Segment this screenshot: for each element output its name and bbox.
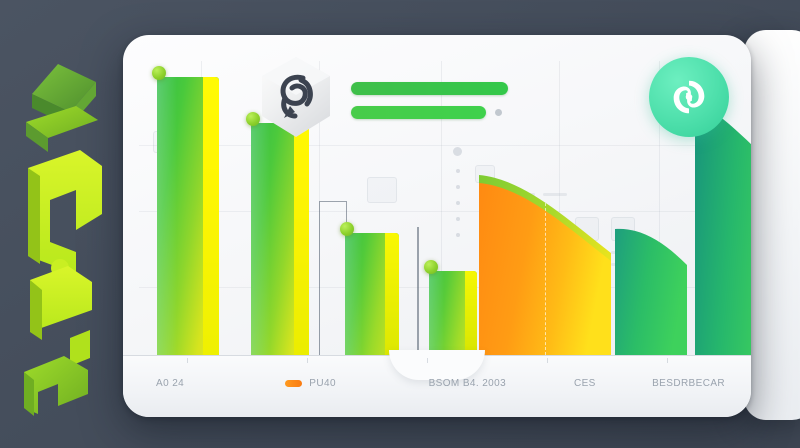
bar-chart-plot	[123, 35, 751, 355]
chart-bar-teal[interactable]	[695, 95, 751, 355]
bar-top-dot	[246, 112, 260, 126]
legend-label: BSOM B4. 2003	[428, 378, 507, 389]
subline-pill	[351, 106, 486, 119]
headline-pill	[351, 82, 508, 95]
legend: A0 24 PU40 BSOM B4. 2003 CES BESDRBECAR	[149, 378, 725, 389]
background-card-peek	[744, 30, 800, 420]
legend-item-3[interactable]: BSOM B4. 2003	[422, 378, 567, 389]
chart-bar[interactable]	[340, 222, 399, 355]
legend-swatch	[285, 380, 303, 387]
brand-chevron-top	[26, 64, 98, 152]
spiral-icon	[673, 80, 705, 114]
spiral-status-icon[interactable]	[649, 57, 729, 137]
chart-bar[interactable]	[246, 112, 309, 355]
chart-bar-highlight[interactable]	[479, 165, 611, 355]
legend-label: A0 24	[156, 378, 185, 389]
dashboard-card: A0 24 PU40 BSOM B4. 2003 CES BESDRBECAR	[123, 35, 751, 417]
hexagon-logo-badge	[257, 54, 335, 140]
legend-label: BESDRBECAR	[652, 378, 726, 389]
swirl-icon	[280, 74, 313, 119]
chart-bar[interactable]	[152, 66, 219, 355]
legend-item-2[interactable]: PU40	[285, 378, 421, 389]
brand-glyph	[14, 42, 110, 422]
legend-label: PU40	[309, 378, 336, 389]
bar-top-dot	[152, 66, 166, 80]
legend-label: CES	[573, 378, 596, 389]
chart-bar[interactable]	[424, 260, 477, 355]
bar-top-dot	[340, 222, 354, 236]
chart-footer: A0 24 PU40 BSOM B4. 2003 CES BESDRBECAR	[123, 355, 751, 417]
highlight-guide-line	[545, 203, 546, 355]
legend-item-1[interactable]: A0 24	[149, 378, 285, 389]
pill-end-dot	[495, 109, 502, 116]
bar-top-dot	[424, 260, 438, 274]
legend-item-5[interactable]: BESDRBECAR	[645, 378, 725, 389]
brand-glyph-bottom	[24, 330, 90, 416]
brand-letterform-mid	[28, 150, 102, 340]
legend-item-4[interactable]: CES	[567, 378, 645, 389]
chart-bar-teal[interactable]	[615, 221, 687, 355]
outline-reference-bar	[417, 227, 419, 355]
header-placeholder-pills	[351, 82, 508, 119]
